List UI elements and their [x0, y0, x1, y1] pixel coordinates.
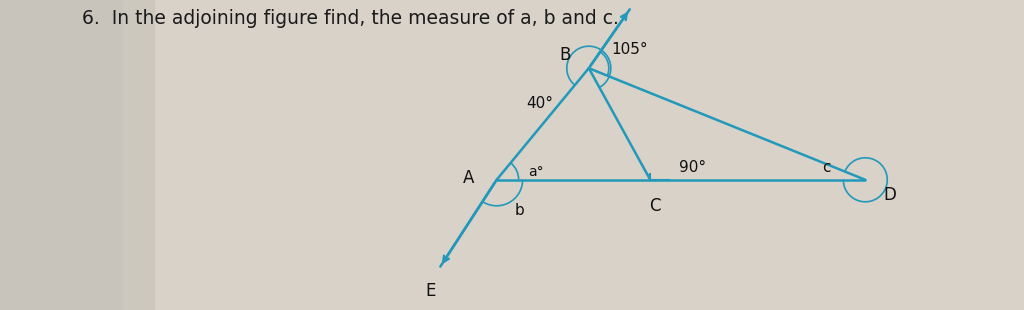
Bar [123, 0, 154, 310]
Text: E: E [425, 282, 435, 300]
Text: c: c [822, 160, 830, 175]
Text: A: A [463, 169, 474, 187]
Text: 90°: 90° [679, 160, 706, 175]
Bar [0, 0, 123, 310]
Text: 105°: 105° [611, 42, 648, 57]
Text: b: b [514, 203, 524, 218]
Text: B: B [559, 46, 570, 64]
Text: D: D [884, 186, 897, 204]
Text: C: C [649, 197, 662, 215]
Text: 40°: 40° [526, 96, 553, 111]
Text: 6.  In the adjoining figure find, the measure of a, b and c.: 6. In the adjoining figure find, the mea… [82, 9, 618, 28]
Text: a°: a° [527, 165, 544, 179]
